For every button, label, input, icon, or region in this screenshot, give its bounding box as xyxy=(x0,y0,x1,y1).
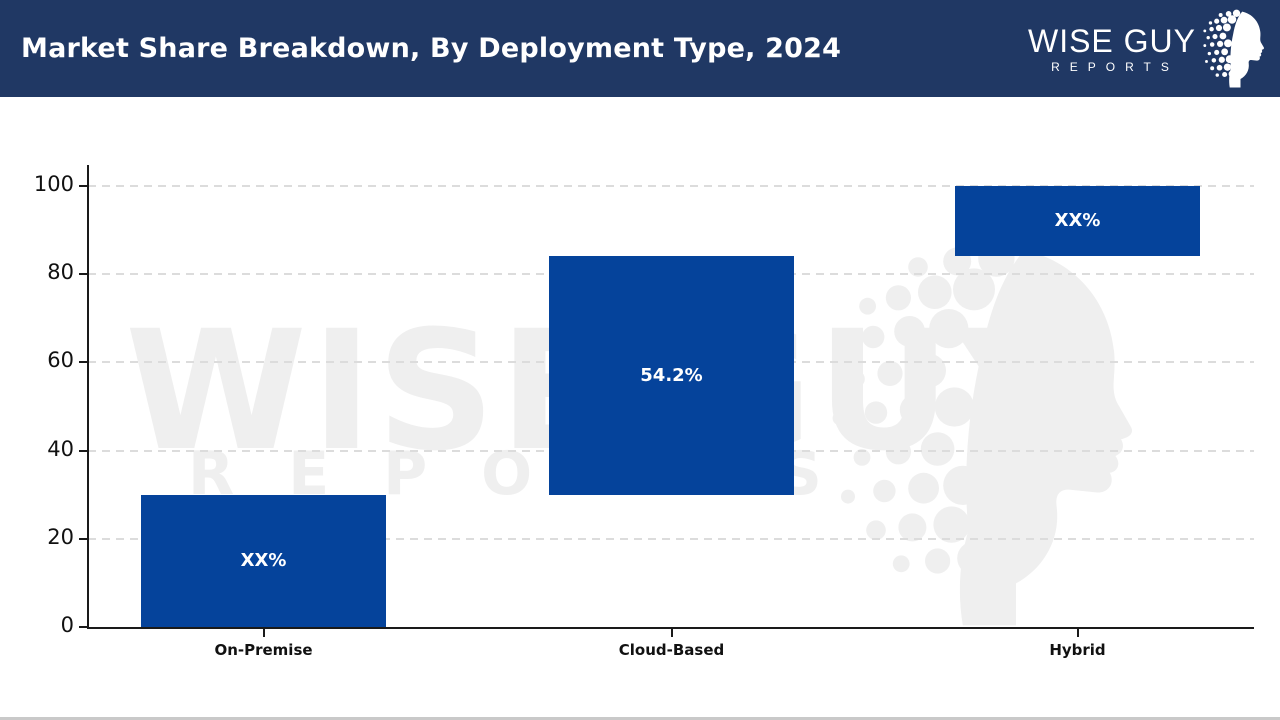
y-tick-label-0: 0 xyxy=(60,613,74,637)
wise-guy-reports-logo: WISE GUY REPORTS xyxy=(1028,7,1266,91)
x-axis xyxy=(87,627,1254,629)
bar-hybrid: XX% xyxy=(955,186,1200,256)
plot: 0 20 40 60 80 100 XX% On-Premise 54.2% Cloud-Base… xyxy=(0,97,1280,720)
face-profile-icon xyxy=(1203,9,1264,88)
logo-wordmark: WISE GUY xyxy=(1027,23,1196,59)
y-axis xyxy=(87,165,89,629)
bar-value-label: XX% xyxy=(240,550,287,572)
y-tickmark-20 xyxy=(79,537,88,540)
y-tick-label-60: 60 xyxy=(47,348,74,373)
x-tick-label-2: Hybrid xyxy=(1049,641,1106,659)
y-tickmark-100 xyxy=(79,185,88,187)
x-tickmark-2 xyxy=(1076,629,1079,637)
bar-on-premise: XX% xyxy=(141,494,386,627)
y-tickmark-0 xyxy=(79,626,88,628)
y-tick-label-20: 20 xyxy=(47,524,74,549)
bar-value-label: 54.2% xyxy=(640,364,703,386)
logo-text: WISE GUY REPORTS xyxy=(1028,24,1196,74)
y-tick-label-80: 80 xyxy=(47,260,74,285)
y-tickmark-80 xyxy=(79,273,88,276)
gridline-100 xyxy=(88,185,1254,187)
x-tickmark-1 xyxy=(670,629,673,637)
chart-area: WISE GUY REPORTS 0 20 40 60 80 100 XX% On-Premi… xyxy=(0,97,1280,720)
bar-value-label: XX% xyxy=(1054,210,1101,232)
y-tick-label-40: 40 xyxy=(47,436,74,461)
header-bar: Market Share Breakdown, By Deployment Ty… xyxy=(0,0,1280,97)
bar-cloud-based: 54.2% xyxy=(549,255,794,495)
y-tickmark-60 xyxy=(79,361,88,364)
y-tick-label-100: 100 xyxy=(33,172,74,196)
gridline-20 xyxy=(88,537,1254,540)
x-tick-label-0: On-Premise xyxy=(214,641,313,659)
y-tickmark-40 xyxy=(79,449,88,452)
page-title: Market Share Breakdown, By Deployment Ty… xyxy=(21,33,842,64)
x-tick-label-1: Cloud-Based xyxy=(618,641,725,659)
logo-subtitle: REPORTS xyxy=(1051,60,1179,74)
x-tickmark-0 xyxy=(262,629,265,637)
